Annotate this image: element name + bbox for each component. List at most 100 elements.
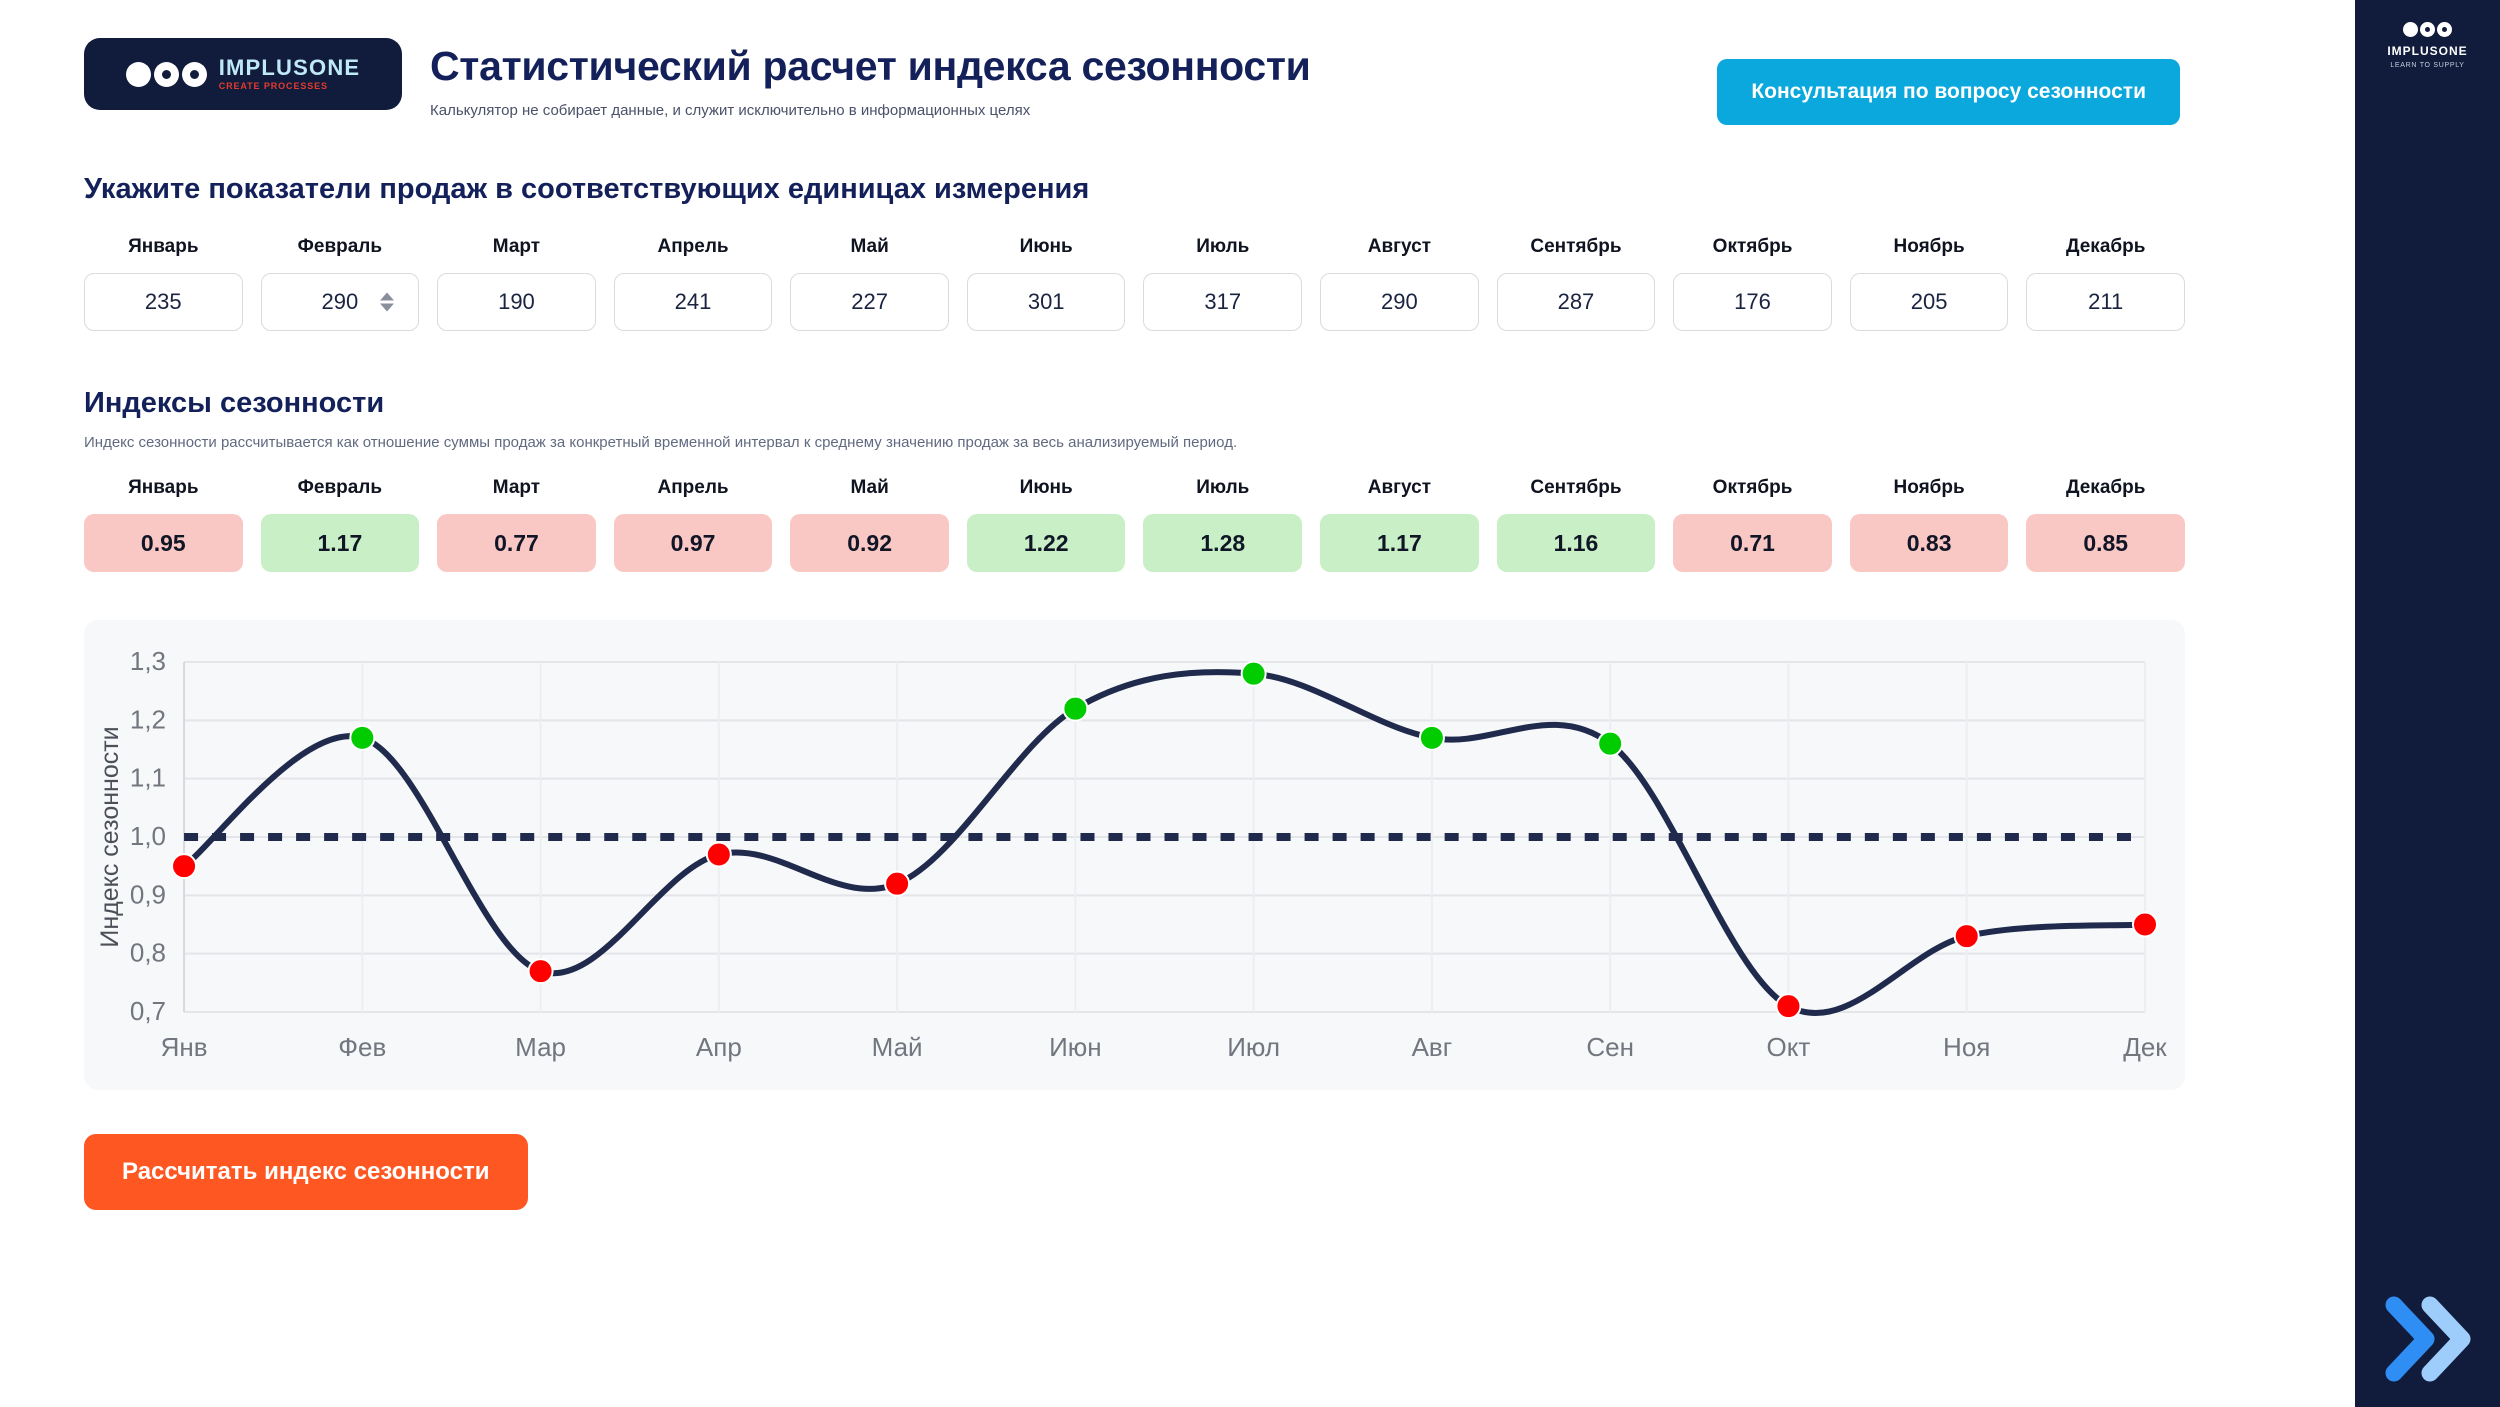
index-chips-row: 0.95 1.17 0.77 0.97 0.92 1.22 1.28 1.17 1.16 0.71… <box>0 514 2355 572</box>
rail-logo-name: IMPLUSONE <box>2387 44 2468 58</box>
seasonality-line-chart: 0,7 0,8 0,9 1,0 1,1 1,2 1,3 Индекс сезонности Ян… <box>96 646 2167 1062</box>
double-chevron-icon[interactable] <box>2355 1291 2500 1387</box>
y-axis-title: Индекс сезонности <box>96 726 124 947</box>
index-month-label: Март <box>492 477 541 498</box>
sales-month-label: Ноябрь <box>1893 236 1965 257</box>
right-rail: IMPLUSONE LEARN TO SUPPLY <box>2355 0 2500 1407</box>
sales-month-label: Сентябрь <box>1530 236 1622 257</box>
index-chip-май: 0.92 <box>790 514 949 572</box>
sales-input-value: 317 <box>1204 289 1242 314</box>
y-axis-tick-label: 0,7 <box>130 996 166 1026</box>
sales-month-labels: Январь Февраль Март Апрель Май Июнь Июль Август… <box>0 236 2355 258</box>
x-axis-tick-label: Ноя <box>1943 1032 1990 1062</box>
chart-data-point[interactable] <box>349 724 376 751</box>
sales-input-value: 211 <box>2088 289 2124 314</box>
sales-input-январь[interactable]: 235 <box>84 273 243 331</box>
sales-input-value: 290 <box>321 289 359 314</box>
sales-input-февраль[interactable]: 290 <box>260 273 420 331</box>
sales-month-label: Апрель <box>657 236 729 257</box>
index-chip-декабрь: 0.85 <box>2026 514 2185 572</box>
sales-month-label: Июль <box>1196 236 1250 257</box>
sales-input-value: 301 <box>1027 289 1065 314</box>
header-titles: Статистический расчет индекса сезонности… <box>430 38 1717 119</box>
sales-input-декабрь[interactable]: 211 <box>2026 273 2185 331</box>
index-month-label: Октябрь <box>1712 477 1793 498</box>
rail-dot-icon <box>2403 22 2418 37</box>
sales-input-март[interactable]: 190 <box>437 273 596 331</box>
chart-data-point[interactable] <box>2131 911 2158 938</box>
logo-tagline: CREATE PROCESSES <box>218 81 328 91</box>
index-month-label: Июль <box>1196 477 1250 498</box>
y-axis-tick-label: 1,0 <box>130 821 166 851</box>
sales-input-октябрь[interactable]: 176 <box>1673 273 1832 331</box>
x-axis-tick-label: Май <box>872 1032 923 1062</box>
index-month-labels: Январь Февраль Март Апрель Май Июнь Июль Август… <box>0 477 2355 499</box>
sales-input-август[interactable]: 290 <box>1320 273 1479 331</box>
rail-logo-mark-icon <box>2403 22 2452 37</box>
sales-input-ноябрь[interactable]: 205 <box>1849 273 2009 331</box>
brand-logo[interactable]: IMPLUSONE CREATE PROCESSES <box>84 38 402 110</box>
stepper-down-icon[interactable] <box>380 303 395 312</box>
x-axis-tick-label: Апр <box>696 1032 742 1062</box>
sales-input-апрель[interactable]: 241 <box>613 273 773 331</box>
logo-text: IMPLUSONE CREATE PROCESSES <box>219 57 361 91</box>
sales-input-value: 241 <box>674 289 712 314</box>
index-month-label: Январь <box>128 477 199 498</box>
sales-month-label: Июнь <box>1019 236 1073 257</box>
index-month-label: Июнь <box>1019 477 1073 498</box>
chart-data-point[interactable] <box>1062 695 1089 722</box>
index-chip-февраль: 1.17 <box>260 514 420 572</box>
index-month-label: Ноябрь <box>1893 477 1965 498</box>
x-axis-tick-label: Июн <box>1049 1032 1102 1062</box>
rail-brand[interactable]: IMPLUSONE LEARN TO SUPPLY <box>2355 0 2500 69</box>
consultation-button[interactable]: Консультация по вопросу сезонности <box>1717 59 2180 125</box>
index-month-label: Май <box>850 477 889 498</box>
page-header: IMPLUSONE CREATE PROCESSES Статистически… <box>0 0 2355 125</box>
index-chip-март: 0.77 <box>437 514 596 572</box>
index-month-label: Апрель <box>657 477 729 498</box>
y-axis-tick-label: 0,9 <box>130 879 166 909</box>
indices-description: Индекс сезонности рассчитывается как отн… <box>84 434 1238 451</box>
index-chip-июль: 1.28 <box>1143 514 1303 572</box>
y-axis-tick-label: 1,2 <box>130 704 166 734</box>
chart-data-point[interactable] <box>1597 730 1624 757</box>
main-content: IMPLUSONE CREATE PROCESSES Статистически… <box>0 0 2355 1210</box>
page-title: Статистический расчет индекса сезонности <box>430 43 1311 89</box>
sales-month-label: Октябрь <box>1712 236 1793 257</box>
chart-data-point[interactable] <box>1418 724 1445 751</box>
chart-data-point[interactable] <box>705 841 732 868</box>
sales-month-label: Январь <box>128 236 199 257</box>
sales-input-июль[interactable]: 317 <box>1143 273 1303 331</box>
y-axis-tick-label: 1,3 <box>130 646 166 676</box>
index-month-label: Декабрь <box>2065 477 2146 498</box>
chart-data-point[interactable] <box>1953 923 1980 950</box>
logo-dot-icon <box>125 61 151 87</box>
chart-data-point[interactable] <box>527 958 554 985</box>
sales-input-июнь[interactable]: 301 <box>966 273 1126 331</box>
chart-data-point[interactable] <box>171 853 198 880</box>
logo-name: IMPLUSONE <box>218 55 361 80</box>
sales-input-сентябрь[interactable]: 287 <box>1496 273 1656 331</box>
number-stepper[interactable] <box>380 292 395 312</box>
sales-input-value: 205 <box>1910 289 1948 314</box>
x-axis-tick-label: Янв <box>161 1032 208 1062</box>
sales-month-label: Август <box>1367 236 1431 257</box>
stepper-up-icon[interactable] <box>380 292 395 301</box>
chart-data-point[interactable] <box>1775 993 1802 1020</box>
logo-ring-icon <box>153 61 179 87</box>
index-chip-январь: 0.95 <box>84 514 243 572</box>
index-month-label: Август <box>1367 477 1431 498</box>
chart-line-series <box>181 669 2148 1016</box>
chart-data-point[interactable] <box>884 870 911 897</box>
sales-month-label: Февраль <box>297 236 383 257</box>
index-chip-сентябрь: 1.16 <box>1496 514 1656 572</box>
sales-input-май[interactable]: 227 <box>790 273 949 331</box>
x-axis-tick-label: Июл <box>1227 1032 1280 1062</box>
index-month-label: Февраль <box>297 477 383 498</box>
sales-heading: Укажите показатели продаж в соответствую… <box>84 173 1090 205</box>
chart-data-point[interactable] <box>1240 660 1267 687</box>
calculate-button[interactable]: Рассчитать индекс сезонности <box>84 1134 528 1210</box>
y-axis-tick-label: 0,8 <box>130 938 166 968</box>
x-axis-tick-label: Авг <box>1412 1032 1453 1062</box>
